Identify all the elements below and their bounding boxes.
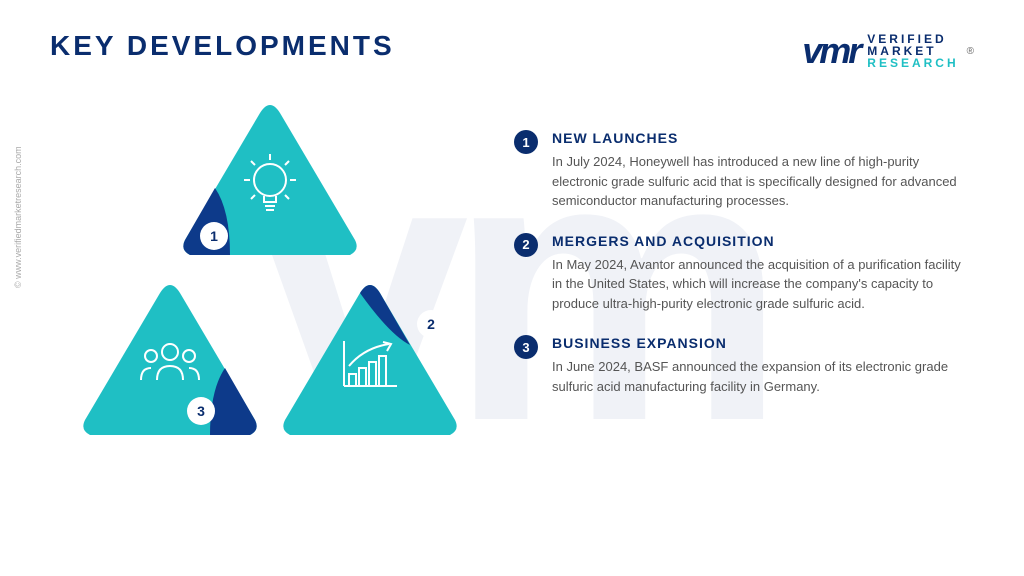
item-title: NEW LAUNCHES (552, 130, 974, 146)
people-icon (135, 338, 205, 393)
logo-mark: vmr (802, 30, 859, 72)
triangle-badge-1: 1 (200, 222, 228, 250)
triangle-badge-2: 2 (417, 310, 445, 338)
triangle-3: 3 (80, 280, 260, 440)
list-item: 1 NEW LAUNCHES In July 2024, Honeywell h… (514, 130, 974, 211)
item-badge-1: 1 (514, 130, 538, 154)
item-content: MERGERS AND ACQUISITION In May 2024, Ava… (552, 233, 974, 314)
lightbulb-icon (240, 152, 300, 222)
item-content: NEW LAUNCHES In July 2024, Honeywell has… (552, 130, 974, 211)
logo-line3: RESEARCH (867, 57, 958, 69)
list-item: 2 MERGERS AND ACQUISITION In May 2024, A… (514, 233, 974, 314)
triangle-1: 1 (180, 100, 360, 260)
copyright: © www.verifiedmarketresearch.com (13, 146, 23, 288)
item-title: MERGERS AND ACQUISITION (552, 233, 974, 249)
content-list: 1 NEW LAUNCHES In July 2024, Honeywell h… (514, 130, 974, 418)
triangle-2: 2 (280, 280, 460, 440)
header: KEY DEVELOPMENTS vmr VERIFIED MARKET RES… (50, 30, 974, 72)
page-title: KEY DEVELOPMENTS (50, 30, 395, 62)
item-title: BUSINESS EXPANSION (552, 335, 974, 351)
item-badge-2: 2 (514, 233, 538, 257)
item-text: In July 2024, Honeywell has introduced a… (552, 152, 974, 211)
list-item: 3 BUSINESS EXPANSION In June 2024, BASF … (514, 335, 974, 396)
item-text: In June 2024, BASF announced the expansi… (552, 357, 974, 396)
registered-mark: ® (967, 46, 974, 57)
logo-text: VERIFIED MARKET RESEARCH (867, 33, 958, 69)
triangle-graphic: 1 2 (80, 100, 460, 480)
chart-icon (339, 336, 401, 396)
item-content: BUSINESS EXPANSION In June 2024, BASF an… (552, 335, 974, 396)
triangle-badge-3: 3 (187, 397, 215, 425)
logo: vmr VERIFIED MARKET RESEARCH ® (802, 30, 974, 72)
item-badge-3: 3 (514, 335, 538, 359)
item-text: In May 2024, Avantor announced the acqui… (552, 255, 974, 314)
